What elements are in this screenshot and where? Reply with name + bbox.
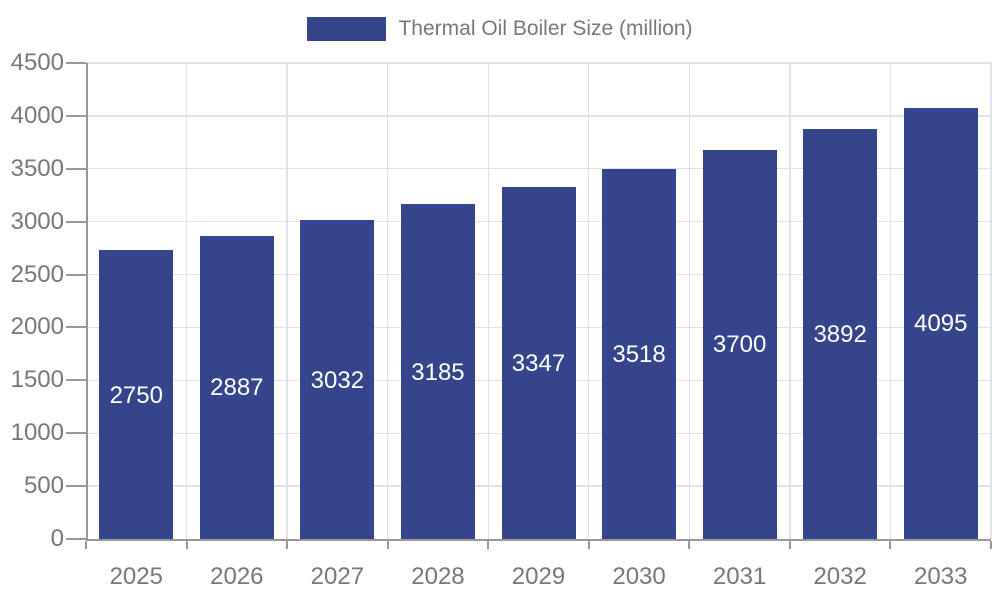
y-axis-tick-label: 0	[50, 525, 64, 552]
gridline-vertical	[889, 63, 892, 539]
y-axis-tick-label: 4500	[10, 49, 64, 76]
x-axis-tick	[185, 541, 188, 549]
gridline-horizontal	[86, 168, 991, 170]
y-axis-tick-label: 3500	[10, 154, 64, 182]
y-axis-tick-label: 1500	[10, 366, 64, 394]
bar-value-label: 4095	[914, 310, 968, 338]
gridline-vertical	[990, 63, 992, 539]
y-axis-tick	[66, 485, 86, 488]
x-axis-tick-label: 2033	[914, 563, 968, 590]
gridline-vertical	[588, 63, 590, 539]
gridline-vertical	[185, 63, 188, 539]
bar-value-label: 3347	[511, 349, 566, 377]
bar-2031[interactable]: 3700	[702, 149, 777, 541]
x-axis-tick	[889, 541, 892, 549]
x-axis-tick-label: 2029	[511, 563, 566, 590]
y-axis-tick	[66, 220, 86, 223]
x-axis-tick	[487, 541, 490, 549]
bar-2030[interactable]: 3518	[602, 168, 677, 541]
x-axis-tick	[990, 541, 992, 549]
bar-value-label: 2887	[210, 374, 264, 402]
x-axis-tick	[688, 541, 691, 549]
bar-2025[interactable]: 2750	[99, 250, 174, 541]
x-axis-tick-label: 2026	[210, 563, 264, 590]
bar-value-label: 3032	[310, 366, 365, 394]
bar-2029[interactable]: 3347	[501, 186, 576, 541]
y-axis-tick-label: 2500	[10, 260, 64, 288]
bar-value-label: 3518	[612, 340, 666, 368]
bar-value-label: 3892	[813, 321, 867, 349]
y-axis-tick	[66, 273, 86, 276]
x-axis-tick	[85, 541, 87, 549]
y-axis-tick	[66, 379, 86, 382]
x-axis-tick-label: 2032	[813, 563, 867, 590]
gridline-vertical	[487, 63, 489, 539]
gridline-vertical	[286, 63, 288, 539]
gridline-vertical	[688, 63, 691, 539]
legend-swatch[interactable]	[307, 17, 387, 41]
x-axis-tick-label: 2027	[310, 563, 365, 590]
x-axis-tick	[286, 541, 289, 549]
bar-2028[interactable]: 3185	[400, 204, 475, 541]
y-axis-tick-label: 3000	[10, 207, 64, 235]
y-axis-tick	[66, 167, 86, 170]
y-axis-tick	[66, 114, 86, 117]
bar-2033[interactable]: 4095	[903, 107, 978, 541]
y-axis-line	[86, 63, 88, 541]
y-axis-tick-label: 1000	[10, 419, 64, 447]
y-axis-tick-label: 2000	[10, 313, 64, 341]
bar-value-label: 2750	[109, 381, 163, 409]
gridline-vertical	[789, 63, 791, 539]
y-axis-tick	[66, 538, 86, 540]
x-axis-tick-label: 2031	[712, 563, 767, 590]
x-axis-tick	[788, 541, 791, 549]
bar-value-label: 3185	[411, 358, 465, 386]
x-axis-tick-label: 2028	[411, 563, 465, 590]
gridline-vertical	[386, 63, 389, 539]
x-axis-tick	[587, 541, 590, 549]
bar-value-label: 3700	[712, 331, 767, 359]
y-axis-tick	[66, 62, 86, 64]
gridline-horizontal	[86, 62, 991, 64]
y-axis-tick	[66, 432, 86, 435]
x-axis-tick-label: 2030	[612, 563, 666, 590]
legend-label[interactable]: Thermal Oil Boiler Size (million)	[398, 17, 693, 40]
x-axis-tick-label: 2025	[109, 563, 163, 590]
x-axis-tick	[386, 541, 389, 549]
y-axis-tick-label: 4000	[10, 101, 64, 129]
plot-area: 2750 2887 3032 3185 3347 3518 3700 3892 4095 0 500…	[11, 49, 992, 590]
y-axis-tick-label: 500	[23, 472, 64, 500]
gridline-horizontal	[86, 115, 991, 117]
bar-2027[interactable]: 3032	[300, 220, 375, 541]
bar-2026[interactable]: 2887	[199, 235, 274, 541]
y-axis-tick	[66, 326, 86, 329]
legend[interactable]: Thermal Oil Boiler Size (million)	[0, 17, 1000, 41]
bar-2032[interactable]: 3892	[803, 129, 878, 541]
x-axis-line	[86, 539, 991, 541]
